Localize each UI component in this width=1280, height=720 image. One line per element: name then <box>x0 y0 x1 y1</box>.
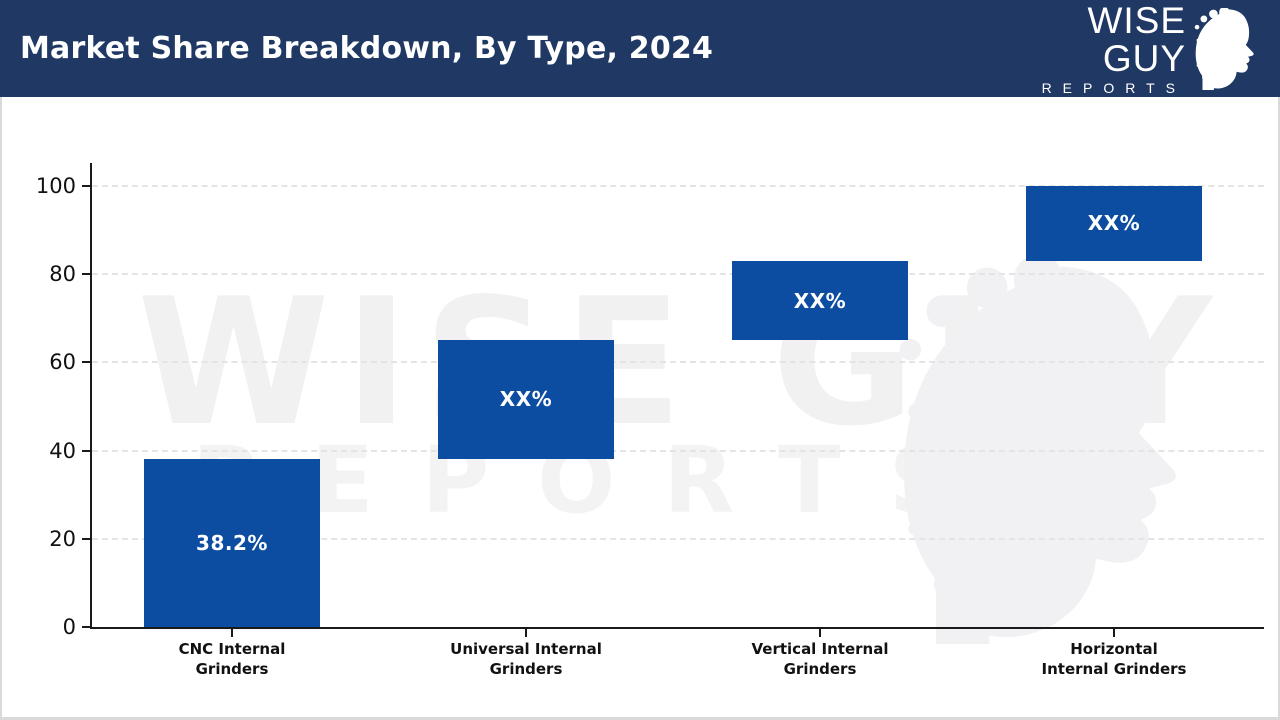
category-label-2: Universal Internal Grinders <box>406 639 646 679</box>
gridline-60 <box>92 361 1264 364</box>
y-tick-60 <box>82 361 90 364</box>
gridline-20 <box>92 537 1264 540</box>
y-tick-label: 20 <box>49 526 76 551</box>
category-label-line: Grinders <box>195 660 269 678</box>
bar-value-label: XX% <box>793 288 847 313</box>
gridline-80 <box>92 273 1264 276</box>
x-tick-1 <box>231 629 233 637</box>
y-tick-0 <box>82 626 90 628</box>
x-tick-3 <box>819 629 821 637</box>
y-tick-label: 40 <box>49 438 76 463</box>
gridline-40 <box>92 449 1264 452</box>
y-tick-label: 60 <box>49 350 76 375</box>
x-tick-2 <box>525 629 527 637</box>
watermark-dot-face-icon <box>899 254 1176 644</box>
bar-value-label: 38.2% <box>196 530 268 555</box>
category-label-line: Grinders <box>783 660 857 678</box>
x-axis-line <box>90 627 1264 629</box>
y-tick-40 <box>82 449 90 452</box>
wise-guy-logo: WISE GUY REPORTS <box>1016 2 1266 96</box>
category-label-line: CNC Internal <box>178 640 286 658</box>
logo-subtitle: REPORTS <box>1041 80 1186 96</box>
watermark-wordmark: WISE GUY <box>137 262 1227 465</box>
chart-bar-4: XX% <box>1026 186 1202 261</box>
logo-wordmark: WISE GUY <box>1087 0 1186 79</box>
category-label-line: Universal Internal <box>450 640 602 658</box>
x-tick-4 <box>1113 629 1115 637</box>
bar-value-label: XX% <box>1087 211 1141 236</box>
category-label-line: Grinders <box>489 660 563 678</box>
page-title: Market Share Breakdown, By Type, 2024 <box>20 31 714 66</box>
y-tick-label: 100 <box>35 174 76 198</box>
category-label-line: Internal Grinders <box>1041 660 1187 678</box>
category-label-line: Vertical Internal <box>751 640 889 658</box>
bar-value-label: XX% <box>499 387 553 412</box>
logo-text: WISE GUY REPORTS <box>1016 0 1186 97</box>
logo-dot-face-icon <box>1194 8 1254 90</box>
y-tick-label: 80 <box>49 262 76 287</box>
chart-bar-2: XX% <box>438 340 614 459</box>
y-tick-label: 0 <box>62 615 76 639</box>
category-label-line: Horizontal <box>1070 640 1158 658</box>
category-label-4: Horizontal Internal Grinders <box>994 639 1234 679</box>
chart-card: WISE GUY REPORTS 0 20 40 60 80 100 38.2% CNC In… <box>0 97 1280 720</box>
y-tick-20 <box>82 537 90 540</box>
header-bar: Market Share Breakdown, By Type, 2024 WI… <box>0 0 1280 97</box>
category-label-3: Vertical Internal Grinders <box>700 639 940 679</box>
y-axis-line <box>90 163 92 629</box>
gridline-100 <box>92 185 1264 187</box>
y-tick-100 <box>82 185 90 187</box>
chart-bar-3: XX% <box>732 260 908 341</box>
chart-bar-1: 38.2% <box>144 458 320 627</box>
category-label-1: CNC Internal Grinders <box>112 639 352 679</box>
y-tick-80 <box>82 273 90 276</box>
